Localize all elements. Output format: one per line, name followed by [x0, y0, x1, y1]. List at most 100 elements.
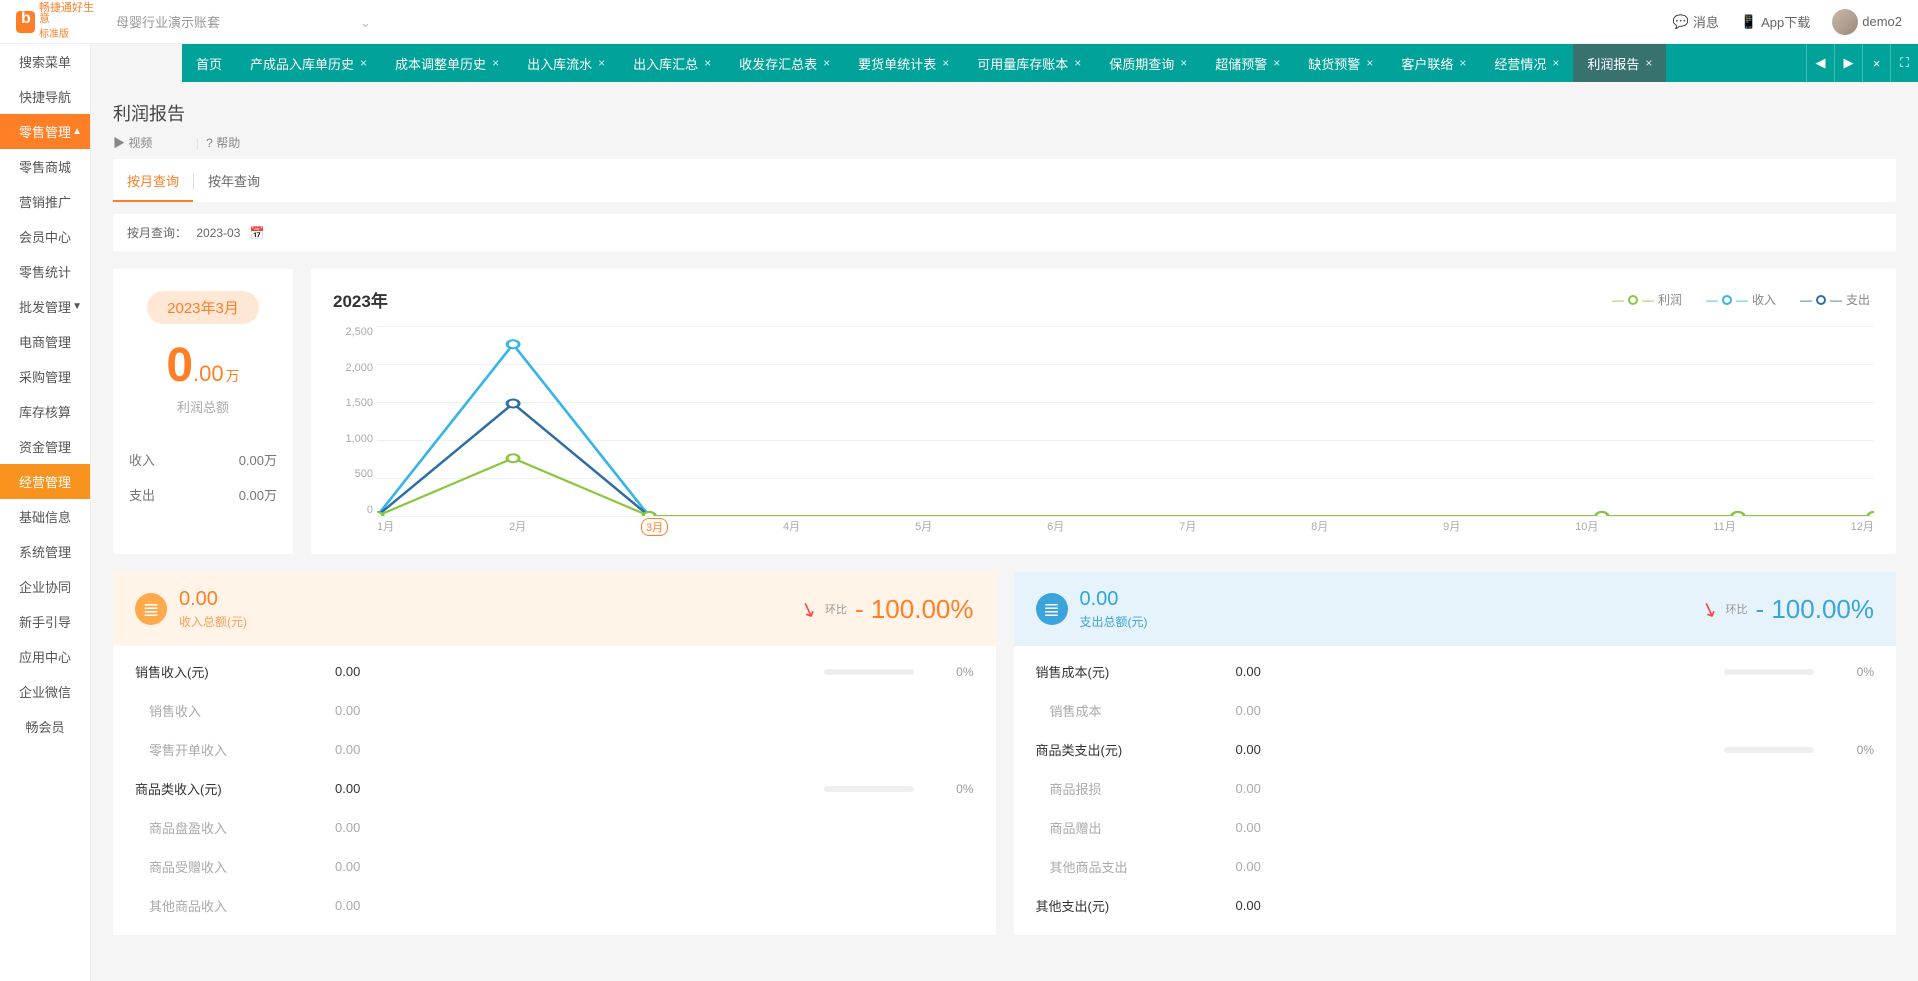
data-row: 销售成本0.00	[1036, 691, 1875, 730]
data-row: 其他支出(元)0.00	[1036, 886, 1875, 925]
sidebar-item-库存核算[interactable]: 库存核算	[0, 394, 90, 429]
logo[interactable]: 畅捷通好生意 标准版	[16, 3, 96, 40]
tab-客户联络[interactable]: 客户联络×	[1387, 44, 1480, 82]
x-tick: 4月	[783, 518, 800, 536]
tab-缺货预警[interactable]: 缺货预警×	[1294, 44, 1387, 82]
expense-panel: ≣ 0.00 支出总额(元) ↘ 环比 - 100.00% 销售成本(元)0.0…	[1014, 572, 1897, 935]
month-value: 2023-03	[196, 226, 240, 240]
tab-经营情况[interactable]: 经营情况×	[1480, 44, 1573, 82]
close-icon[interactable]: ×	[1366, 56, 1373, 70]
summary-lines: 收入0.00万支出0.00万	[125, 442, 281, 512]
sidebar-item-零售商城[interactable]: 零售商城	[0, 149, 90, 184]
income-huanbi: 环比	[825, 601, 847, 617]
subtab-按月查询[interactable]: 按月查询	[113, 159, 193, 202]
legend-item[interactable]: —— 收入	[1706, 291, 1776, 308]
x-tick: 2月	[509, 518, 526, 536]
sidebar-item-基础信息[interactable]: 基础信息	[0, 499, 90, 534]
tenant-selector[interactable]: 母婴行业演示账套	[116, 12, 1673, 31]
income-label: 收入总额(元)	[179, 613, 247, 630]
close-icon[interactable]: ×	[492, 56, 499, 70]
sidebar-item-批发管理[interactable]: 批发管理▼	[0, 289, 90, 324]
main-content: 首页产成品入库单历史×成本调整单历史×出入库流水×出入库汇总×收发存汇总表×要货…	[91, 6, 1918, 981]
close-icon[interactable]: ×	[598, 56, 605, 70]
expense-label: 支出总额(元)	[1080, 613, 1148, 630]
tab-收发存汇总表[interactable]: 收发存汇总表×	[725, 44, 844, 82]
x-tick: 12月	[1851, 518, 1874, 536]
tab-超储预警[interactable]: 超储预警×	[1201, 44, 1294, 82]
calendar-icon: 📅	[250, 226, 265, 240]
expense-icon: ≣	[1036, 593, 1068, 625]
tab-保质期查询[interactable]: 保质期查询×	[1095, 44, 1201, 82]
tab-利润报告[interactable]: 利润报告×	[1573, 44, 1666, 82]
logo-subtitle: 标准版	[39, 25, 96, 40]
data-row: 销售收入(元)0.000%	[135, 652, 974, 691]
close-icon[interactable]: ×	[942, 56, 949, 70]
tab-出入库汇总[interactable]: 出入库汇总×	[619, 44, 725, 82]
sidebar-item-系统管理[interactable]: 系统管理	[0, 534, 90, 569]
sidebar-item-新手引导[interactable]: 新手引导	[0, 604, 90, 639]
page-title: 利润报告	[113, 100, 1896, 126]
sidebar-item-畅会员[interactable]: 畅会员	[0, 709, 90, 744]
income-pct: - 100.00%	[855, 594, 974, 625]
help-link[interactable]: ? 帮助	[206, 136, 258, 150]
query-mode-tabs: 按月查询按年查询	[113, 159, 1896, 202]
close-icon[interactable]: ×	[1074, 56, 1081, 70]
sidebar-item-经营管理[interactable]: 经营管理	[0, 464, 90, 499]
x-tick: 5月	[915, 518, 932, 536]
sidebar-item-零售统计[interactable]: 零售统计	[0, 254, 90, 289]
sidebar-item-电商管理[interactable]: 电商管理	[0, 324, 90, 359]
tab-要货单统计表[interactable]: 要货单统计表×	[844, 44, 963, 82]
month-picker[interactable]: 按月查询： 2023-03 📅	[113, 214, 1896, 251]
sidebar-item-资金管理[interactable]: 资金管理	[0, 429, 90, 464]
tab-ctrl-button[interactable]: ⛶	[1890, 44, 1918, 82]
tab-可用量库存账本[interactable]: 可用量库存账本×	[963, 44, 1095, 82]
tab-产成品入库单历史[interactable]: 产成品入库单历史×	[236, 44, 381, 82]
sidebar-item-应用中心[interactable]: 应用中心	[0, 639, 90, 674]
close-icon[interactable]: ×	[1180, 56, 1187, 70]
sidebar-item-会员中心[interactable]: 会员中心	[0, 219, 90, 254]
sidebar-item-营销推广[interactable]: 营销推广	[0, 184, 90, 219]
income-icon: ≣	[135, 593, 167, 625]
tab-strip: 首页产成品入库单历史×成本调整单历史×出入库流水×出入库汇总×收发存汇总表×要货…	[182, 44, 1918, 82]
help-label: 帮助	[216, 136, 240, 150]
tab-ctrl-button[interactable]: ◀	[1806, 44, 1834, 82]
tab-出入库流水[interactable]: 出入库流水×	[513, 44, 619, 82]
x-tick: 11月	[1713, 518, 1735, 536]
close-icon[interactable]: ×	[823, 56, 830, 70]
legend-item[interactable]: —— 利润	[1612, 291, 1682, 308]
close-icon[interactable]: ×	[704, 56, 711, 70]
x-tick: 9月	[1443, 518, 1460, 536]
subtab-按年查询[interactable]: 按年查询	[194, 159, 274, 202]
x-tick: 1月	[377, 518, 394, 536]
sidebar-item-企业协同[interactable]: 企业协同	[0, 569, 90, 604]
logo-title: 畅捷通好生意	[39, 3, 96, 25]
expense-total: 0.00	[1080, 588, 1148, 611]
close-icon[interactable]: ×	[360, 56, 367, 70]
sidebar-item-搜索菜单[interactable]: 搜索菜单	[0, 44, 90, 79]
profit-dec: .00	[193, 361, 224, 386]
tab-ctrl-button[interactable]: ▶	[1834, 44, 1862, 82]
chart-yaxis: 2,5002,0001,5001,0005000	[333, 326, 373, 516]
trend-down-icon: ↘	[796, 594, 820, 623]
x-tick: 7月	[1179, 518, 1196, 536]
tab-成本调整单历史[interactable]: 成本调整单历史×	[381, 44, 513, 82]
data-row: 零售开单收入0.00	[135, 730, 974, 769]
profit-int: 0	[166, 339, 193, 392]
close-icon[interactable]: ×	[1273, 56, 1280, 70]
close-icon[interactable]: ×	[1552, 56, 1559, 70]
period-pill: 2023年3月	[147, 291, 259, 324]
close-icon[interactable]: ×	[1645, 56, 1652, 70]
month-label: 按月查询：	[127, 226, 187, 240]
legend-item[interactable]: —— 支出	[1800, 291, 1870, 308]
sidebar: 搜索菜单快捷导航零售管理▲零售商城营销推广会员中心零售统计批发管理▼电商管理采购…	[0, 44, 91, 981]
sidebar-item-企业微信[interactable]: 企业微信	[0, 674, 90, 709]
tab-ctrl-button[interactable]: ×	[1862, 44, 1890, 82]
sidebar-item-快捷导航[interactable]: 快捷导航	[0, 79, 90, 114]
sidebar-item-采购管理[interactable]: 采购管理	[0, 359, 90, 394]
video-link[interactable]: ▶ 视频	[113, 136, 170, 150]
income-panel-header: ≣ 0.00 收入总额(元) ↘ 环比 - 100.00%	[113, 572, 996, 646]
tab-首页[interactable]: 首页	[182, 44, 236, 82]
sidebar-item-零售管理[interactable]: 零售管理▲	[0, 114, 90, 149]
close-icon[interactable]: ×	[1459, 56, 1466, 70]
expense-panel-header: ≣ 0.00 支出总额(元) ↘ 环比 - 100.00%	[1014, 572, 1897, 646]
